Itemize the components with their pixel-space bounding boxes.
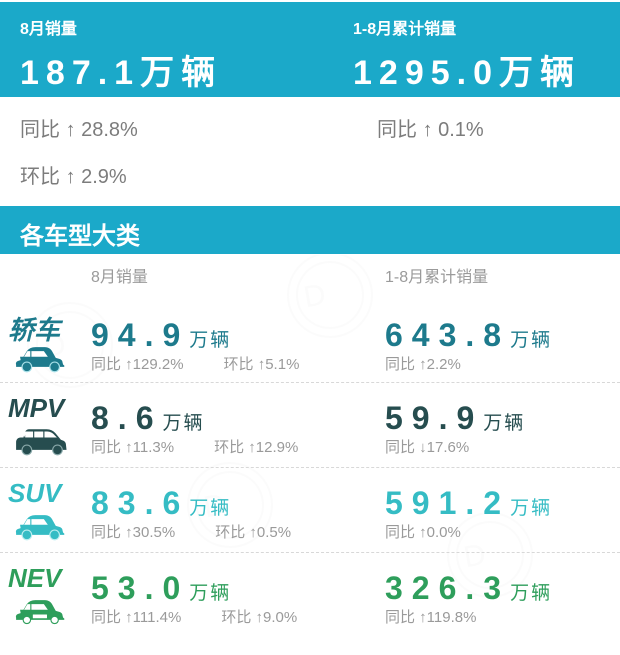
- svg-text:D: D: [461, 538, 488, 574]
- svg-text:D: D: [301, 278, 328, 314]
